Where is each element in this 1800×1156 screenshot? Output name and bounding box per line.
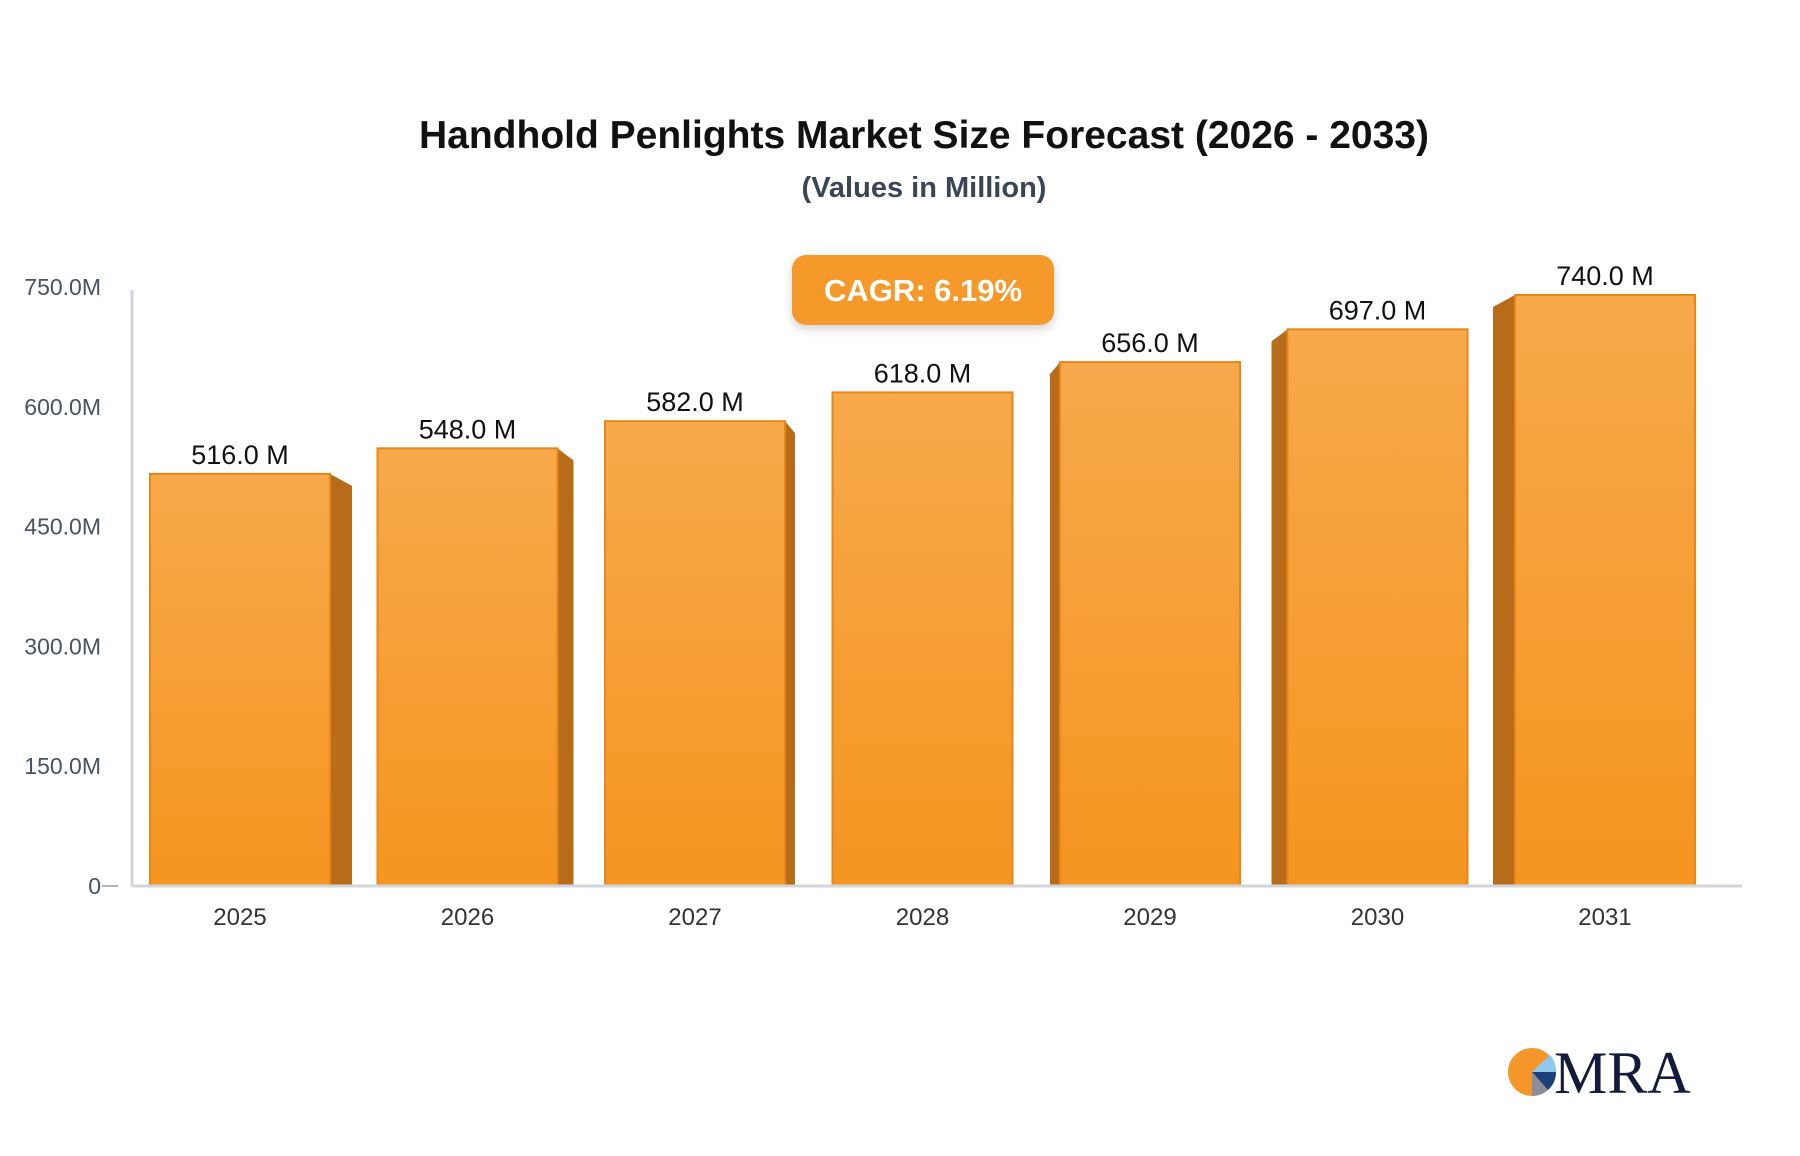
bar-group: 548.0 M	[376, 414, 574, 887]
data-label: 618.0 M	[874, 358, 972, 388]
y-tick-label: 300.0M	[24, 633, 101, 659]
data-label: 516.0 M	[191, 440, 289, 470]
bar-side	[1493, 294, 1515, 886]
y-tick-label: 150.0M	[24, 753, 101, 779]
y-tick-label: 600.0M	[24, 394, 101, 420]
data-label: 582.0 M	[646, 387, 744, 417]
x-tick-label: 2030	[1351, 904, 1404, 931]
y-axis: 0 150.0M 300.0M 450.0M 600.0M 750.0M	[24, 274, 134, 899]
bar-side	[557, 448, 574, 886]
bar	[1514, 293, 1696, 887]
bar-side	[785, 421, 795, 886]
data-label: 656.0 M	[1101, 328, 1199, 358]
logo-text: MRA	[1554, 1040, 1691, 1106]
y-tick-label: 450.0M	[24, 514, 101, 540]
x-tick-label: 2029	[1123, 904, 1176, 931]
y-tick-label: 750.0M	[24, 274, 101, 300]
x-tick-label: 2026	[441, 904, 494, 931]
y-tick-label: 0	[88, 873, 101, 899]
bar-group: 582.0 M	[604, 387, 795, 887]
bar	[376, 447, 559, 887]
x-tick-label: 2028	[896, 904, 949, 931]
bar	[1286, 328, 1469, 887]
bar-side	[1271, 329, 1288, 886]
data-label: 697.0 M	[1329, 295, 1427, 325]
bar-side	[1050, 362, 1060, 886]
bar-group: 656.0 M	[1050, 328, 1241, 888]
data-label: 548.0 M	[419, 414, 517, 444]
bar-group: 618.0 M	[831, 358, 1014, 887]
x-tick-label: 2027	[668, 904, 721, 931]
x-tick-label: 2025	[213, 904, 266, 931]
cagr-label: CAGR: 6.19%	[824, 273, 1022, 308]
cagr-badge: CAGR: 6.19%	[792, 255, 1054, 325]
bar-side	[330, 473, 352, 886]
bar	[1059, 361, 1241, 888]
bar	[149, 472, 331, 887]
chart-title: Handhold Penlights Market Size Forecast …	[419, 114, 1429, 157]
bar	[604, 420, 786, 887]
data-label: 740.0 M	[1556, 261, 1654, 291]
x-axis: 2025 2026 2027 2028 2029 2030 2031	[132, 884, 1742, 931]
mra-logo: MRA	[1508, 1040, 1691, 1106]
bar-group: 697.0 M	[1271, 295, 1469, 887]
chart-subtitle: (Values in Million)	[802, 172, 1047, 204]
bar-group: 516.0 M	[149, 440, 352, 887]
x-tick-label: 2031	[1578, 904, 1631, 931]
bar-group: 740.0 M	[1493, 261, 1696, 887]
bar	[831, 391, 1014, 887]
bars: 516.0 M 548.0 M 582.0 M 618.0 M 656.0 M 697.0…	[149, 261, 1696, 888]
